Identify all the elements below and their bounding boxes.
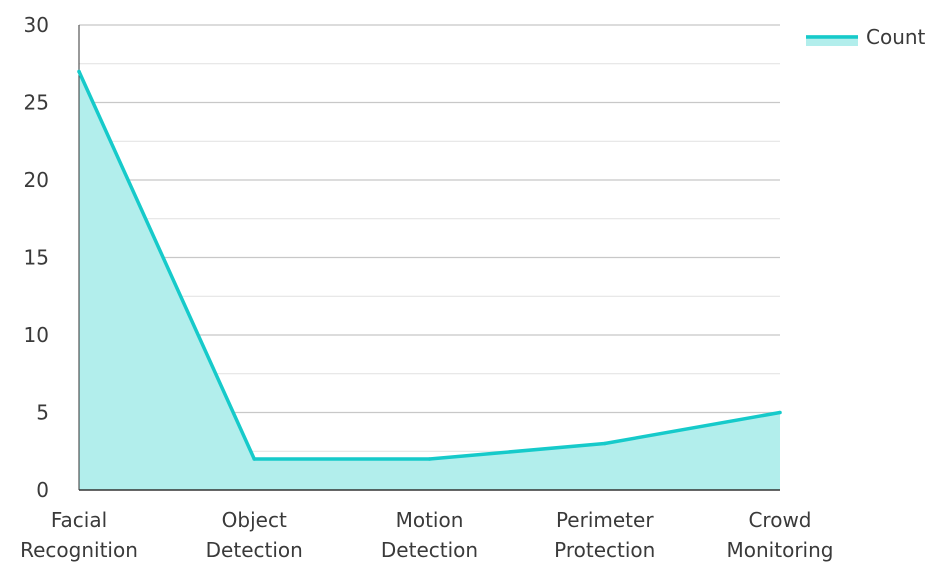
data-point (778, 410, 782, 415)
data-point (427, 457, 432, 461)
legend-label-count: Count (866, 25, 926, 49)
series-line-layer (77, 69, 782, 461)
axes (78, 25, 780, 491)
x-tick-label: Object Detection (206, 508, 303, 562)
x-tick-label: Crowd Monitoring (727, 508, 834, 562)
y-tick-label: 25 (24, 91, 49, 115)
data-point (602, 441, 607, 446)
data-point (77, 69, 81, 74)
series-area-count (79, 71, 780, 490)
y-tick-label: 30 (24, 13, 49, 37)
series-area-layer (79, 71, 780, 490)
y-tick-label: 15 (24, 246, 49, 270)
legend[interactable]: Count (806, 25, 926, 49)
y-tick-label: 10 (24, 323, 49, 347)
x-tick-label: Perimeter Protection (554, 508, 655, 562)
x-tick-label: Motion Detection (381, 508, 478, 562)
x-tick-label: Facial Recognition (20, 508, 138, 562)
y-tick-labels: 0 5 10 15 20 25 30 (24, 13, 49, 502)
x-tick-labels: Facial Recognition Object Detection Motion De… (20, 508, 833, 562)
y-tick-label: 5 (36, 401, 49, 425)
legend-swatch (806, 35, 858, 46)
data-point (252, 457, 257, 461)
y-tick-label: 20 (24, 168, 49, 192)
y-tick-label: 0 (36, 478, 49, 502)
